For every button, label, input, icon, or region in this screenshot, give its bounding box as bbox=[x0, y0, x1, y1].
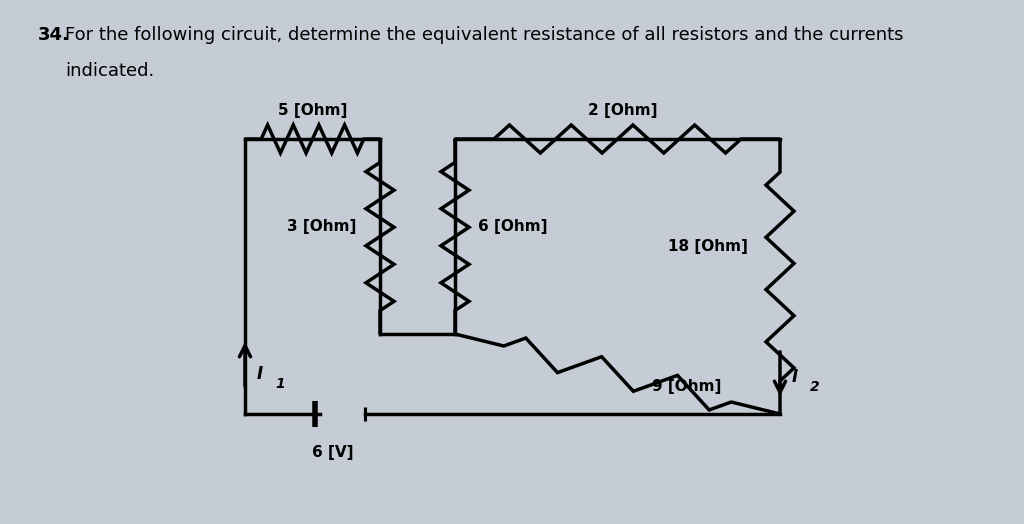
Text: 3 [Ohm]: 3 [Ohm] bbox=[288, 219, 356, 234]
Text: indicated.: indicated. bbox=[65, 62, 155, 80]
Text: 2: 2 bbox=[810, 380, 819, 394]
Text: 5 [Ohm]: 5 [Ohm] bbox=[278, 103, 347, 118]
Text: 34.: 34. bbox=[38, 26, 70, 44]
Text: 9 [Ohm]: 9 [Ohm] bbox=[652, 378, 722, 394]
Text: 6 [V]: 6 [V] bbox=[311, 444, 353, 460]
Text: I: I bbox=[792, 368, 798, 386]
Text: 18 [Ohm]: 18 [Ohm] bbox=[668, 239, 748, 254]
Text: 1: 1 bbox=[275, 377, 285, 391]
Text: 6 [Ohm]: 6 [Ohm] bbox=[478, 219, 548, 234]
Text: 2 [Ohm]: 2 [Ohm] bbox=[588, 103, 657, 118]
Text: For the following circuit, determine the equivalent resistance of all resistors : For the following circuit, determine the… bbox=[65, 26, 903, 44]
Text: I: I bbox=[257, 365, 263, 383]
